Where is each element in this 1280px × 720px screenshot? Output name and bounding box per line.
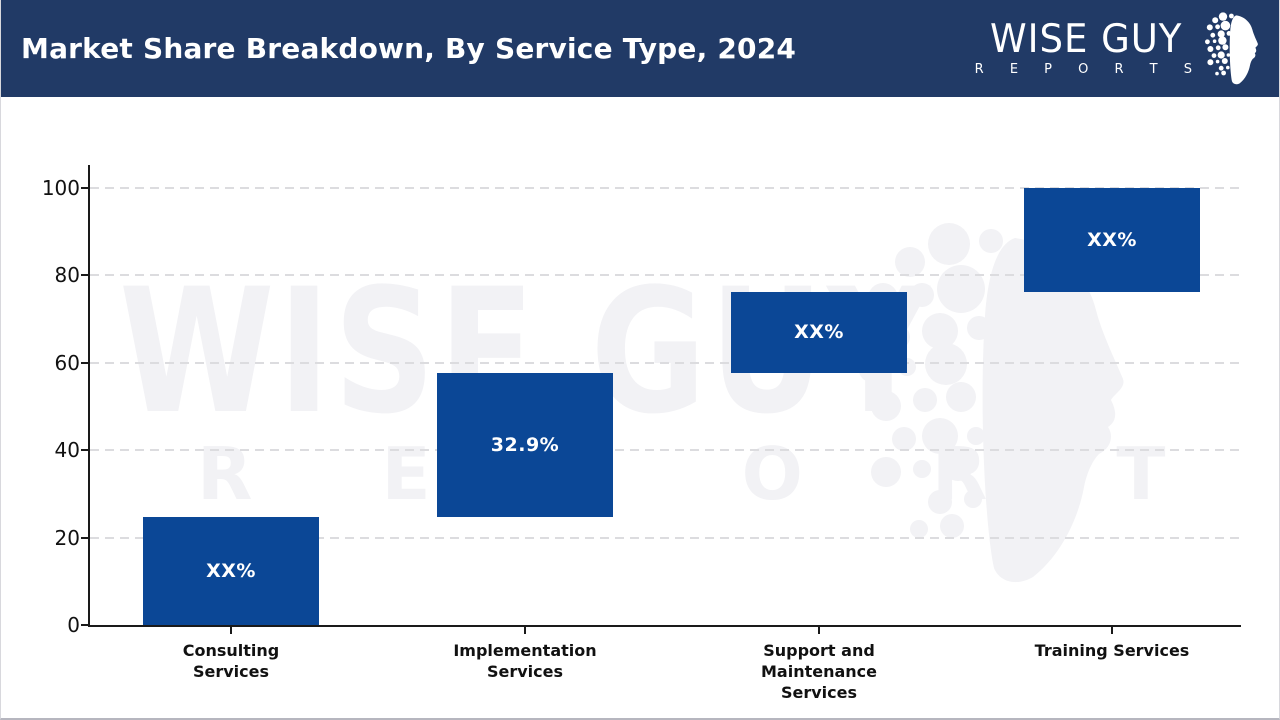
gridline <box>90 361 1241 364</box>
y-tick-label: 20 <box>54 525 80 550</box>
logo-text: WISE GUY R E P O R T S <box>969 20 1203 77</box>
bar-support-and-maintenance-services: XX% <box>731 291 907 373</box>
dotted-head-icon <box>1205 11 1258 84</box>
bar-implementation-services: 32.9% <box>437 373 613 517</box>
bar-value-label: XX% <box>1087 228 1137 251</box>
bar-consulting-services: XX% <box>143 516 319 625</box>
x-axis <box>88 625 1241 627</box>
x-category-label-implementation-services: Implementation Services <box>453 641 597 682</box>
x-category-label-consulting-services: Consulting Services <box>182 641 280 682</box>
bar-value-label: XX% <box>794 321 844 344</box>
y-tick <box>81 361 89 364</box>
bar-value-label: XX% <box>206 559 256 582</box>
y-tick-label: 60 <box>54 350 80 375</box>
page-title: Market Share Breakdown, By Service Type,… <box>21 32 797 65</box>
y-tick <box>81 624 89 626</box>
gridline <box>90 536 1241 539</box>
header-bar: Market Share Breakdown, By Service Type,… <box>1 0 1279 97</box>
x-category-label-support-and-maintenance-services: Support and Maintenance Services <box>760 641 877 703</box>
y-tick-label: 40 <box>54 438 80 462</box>
y-tick-label: 100 <box>41 175 80 200</box>
x-tick <box>230 627 232 634</box>
y-tick <box>81 274 89 276</box>
bar-value-label: 32.9% <box>490 433 560 456</box>
gridline <box>90 186 1241 189</box>
logo-subtitle: R E P O R T S <box>974 62 1203 77</box>
y-axis <box>88 165 90 625</box>
gridline <box>90 449 1241 451</box>
y-tick <box>81 536 89 539</box>
plot-area: 0 20 40 60 80 100 XX% Consulting Services 32.9% I… <box>1 97 1279 718</box>
x-tick <box>818 627 820 634</box>
bar-training-services: XX% <box>1024 187 1200 292</box>
logo-name: WISE GUY <box>989 17 1182 62</box>
y-tick <box>81 449 89 451</box>
x-category-label-training-services: Training Services <box>1034 641 1190 660</box>
wise-guy-logo: WISE GUY R E P O R T S <box>969 10 1279 88</box>
y-tick-label: 80 <box>54 263 80 287</box>
y-tick <box>81 186 89 189</box>
x-tick <box>1111 627 1113 634</box>
y-tick-label: 0 <box>67 613 80 637</box>
x-tick <box>524 627 526 634</box>
gridline <box>90 274 1241 276</box>
